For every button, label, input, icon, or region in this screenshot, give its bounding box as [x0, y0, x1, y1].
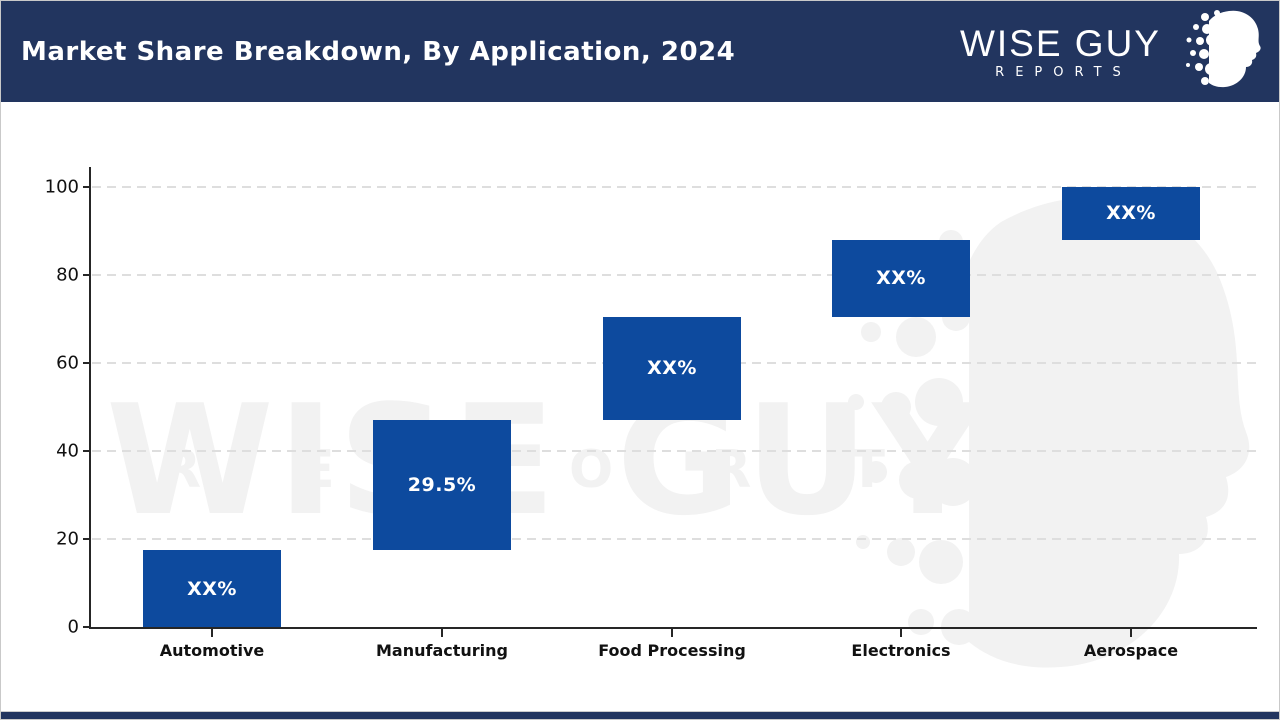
- x-axis-tickmark: [211, 629, 213, 637]
- wise-guy-reports-logo: WISE GUY REPORTS: [960, 7, 1279, 97]
- x-axis-category-label: Manufacturing: [376, 641, 508, 660]
- y-axis-tick-label: 80: [56, 264, 79, 286]
- x-axis-category-label: Food Processing: [598, 641, 746, 660]
- y-axis-tick-label: 0: [67, 616, 79, 638]
- y-axis-tickmark: [83, 538, 91, 540]
- header-bar: Market Share Breakdown, By Application, …: [1, 1, 1279, 102]
- gridline-y20: [92, 538, 1257, 540]
- y-axis-tick-label: 100: [44, 176, 79, 198]
- y-axis-tick-label: 20: [56, 528, 79, 550]
- watermark-wordmark: WISE GUY: [106, 372, 987, 549]
- waterfall-chart: 0 20 40 60 80 100 XX% Automotive 29.5% Manufactur…: [1, 102, 1279, 714]
- footer-bar: [1, 712, 1279, 719]
- logo-text: WISE GUY REPORTS: [960, 25, 1161, 79]
- bar-food-processing: XX%: [603, 316, 741, 421]
- x-axis-tickmark: [441, 629, 443, 637]
- y-axis-tick-label: 40: [56, 440, 79, 462]
- bar-automotive: XX%: [143, 550, 281, 627]
- bar-value-label: XX%: [647, 357, 697, 380]
- y-axis-tickmark: [83, 186, 91, 188]
- gridline-y80: [92, 274, 1257, 276]
- page-title: Market Share Breakdown, By Application, …: [21, 36, 736, 67]
- gridline-y40: [92, 450, 1257, 452]
- bar-electronics: XX%: [832, 239, 970, 317]
- x-axis-category-label: Electronics: [851, 641, 951, 660]
- logo-face-icon: [1163, 7, 1263, 97]
- footer-divider: [1, 711, 1279, 712]
- bar-value-label: 29.5%: [407, 474, 477, 497]
- y-axis-tick-label: 60: [56, 352, 79, 374]
- watermark-layer: WISE GUY R E P O R T S: [1, 102, 1279, 714]
- gridline-y100: [92, 186, 1257, 188]
- x-axis-category-label: Aerospace: [1083, 641, 1179, 660]
- y-axis-tickmark: [83, 626, 91, 628]
- y-axis-tickmark: [83, 362, 91, 364]
- x-axis-tickmark: [671, 629, 673, 637]
- y-axis-tickmark: [83, 450, 91, 452]
- bar-value-label: XX%: [1106, 202, 1156, 225]
- x-axis-category-label: Automotive: [159, 641, 265, 660]
- y-axis-line: [89, 167, 91, 629]
- bar-value-label: XX%: [876, 267, 926, 290]
- bar-value-label: XX%: [187, 577, 237, 600]
- x-axis-tickmark: [1130, 629, 1132, 637]
- logo-wordmark: WISE GUY: [959, 22, 1161, 64]
- x-axis-line: [89, 627, 1257, 629]
- bar-aerospace: XX%: [1062, 187, 1200, 240]
- x-axis-tickmark: [900, 629, 902, 637]
- logo-subtitle: REPORTS: [995, 64, 1132, 80]
- bar-manufacturing: 29.5%: [373, 420, 511, 550]
- y-axis-tickmark: [83, 274, 91, 276]
